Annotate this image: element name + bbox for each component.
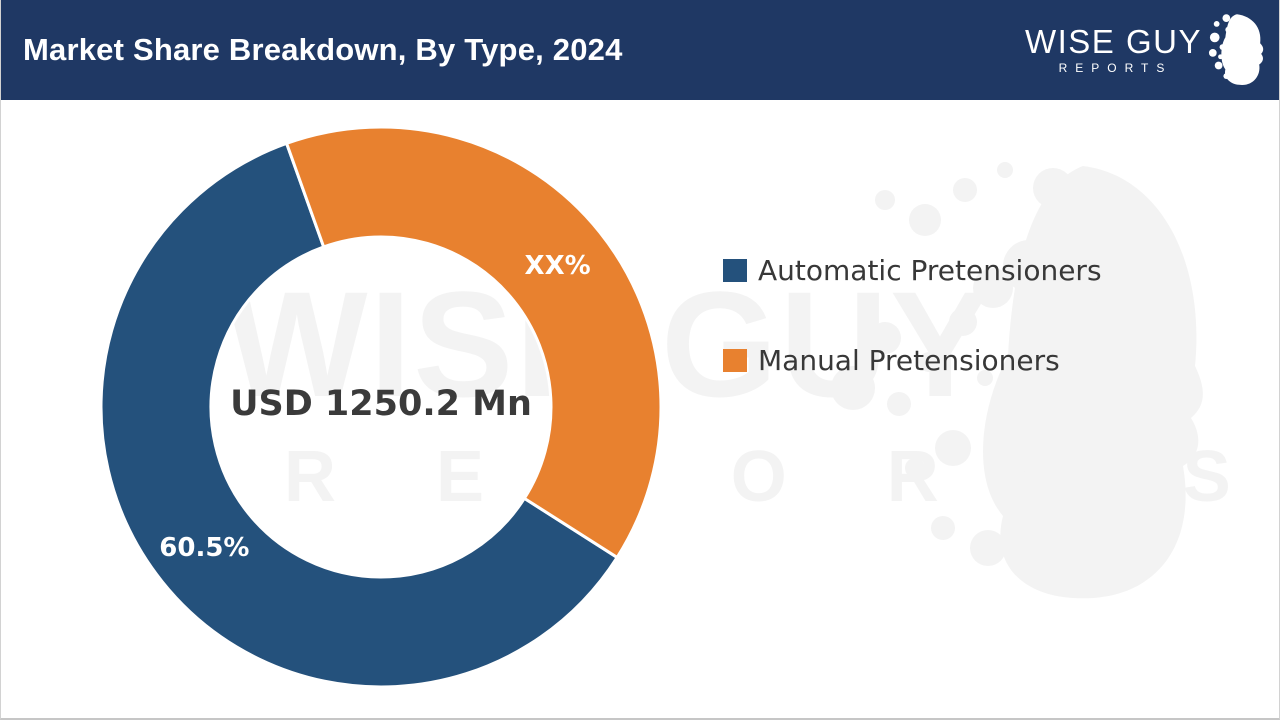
donut-slice-automatic-pretensioners <box>99 141 620 689</box>
legend-label: Manual Pretensioners <box>758 343 1060 377</box>
wiseguy-face-watermark <box>831 162 1203 599</box>
logo-brand-text: WISE GUY <box>1024 22 1202 60</box>
legend-swatch-manual <box>723 348 747 372</box>
wiseguy-reports-logo: WISE GUY REPORTS <box>1025 10 1265 90</box>
wiseguy-face-icon <box>1208 14 1264 86</box>
chart-center-value: USD 1250.2 Mn <box>230 384 532 424</box>
slice-data-label: XX% <box>524 251 591 281</box>
logo-sub-text: REPORTS <box>1058 61 1173 76</box>
donut-chart <box>99 125 663 689</box>
header-bar: Market Share Breakdown, By Type, 2024 WI… <box>1 0 1279 100</box>
legend-item-automatic-pretensioners: Automatic Pretensioners <box>723 253 1102 287</box>
legend-item-manual-pretensioners: Manual Pretensioners <box>723 343 1060 377</box>
slice-data-label: 60.5% <box>159 532 250 563</box>
legend-swatch-automatic <box>723 258 747 282</box>
logo-text: WISE GUY REPORTS <box>1024 22 1202 76</box>
donut-slice-manual-pretensioners <box>284 125 663 560</box>
legend-label: Automatic Pretensioners <box>758 253 1102 287</box>
page-title: Market Share Breakdown, By Type, 2024 <box>23 32 623 67</box>
